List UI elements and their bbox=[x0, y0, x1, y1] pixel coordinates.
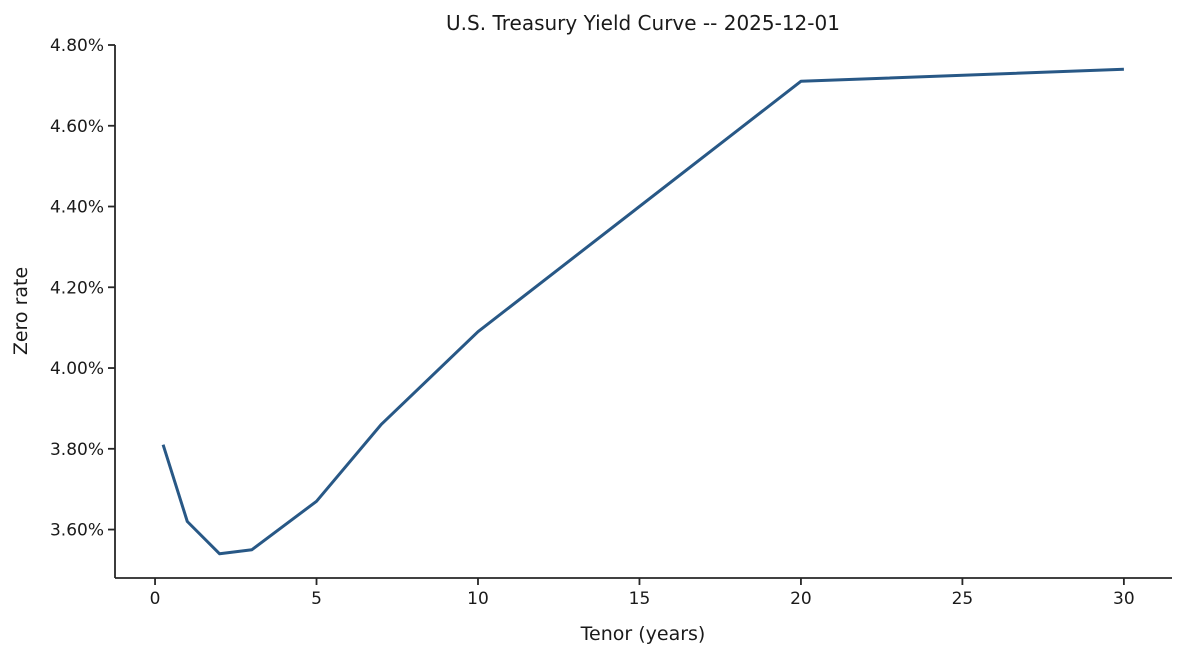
y-tick-label: 4.40% bbox=[50, 198, 104, 218]
y-axis-ticks: 3.60% 3.80% 4.00% 4.20% 4.40% 4.60% 4.80% bbox=[50, 36, 115, 541]
x-axis-ticks: 0 5 10 15 20 25 30 bbox=[150, 578, 1135, 609]
y-tick-label: 4.80% bbox=[50, 36, 104, 56]
x-tick-label: 15 bbox=[629, 589, 651, 609]
chart-title: U.S. Treasury Yield Curve -- 2025-12-01 bbox=[446, 11, 840, 35]
x-axis-label: Tenor (years) bbox=[580, 623, 706, 645]
x-tick-label: 25 bbox=[952, 589, 974, 609]
y-tick-label: 3.80% bbox=[50, 440, 104, 460]
x-tick-label: 5 bbox=[311, 589, 322, 609]
x-tick-label: 0 bbox=[150, 589, 161, 609]
y-tick-label: 4.00% bbox=[50, 359, 104, 379]
y-axis-label: Zero rate bbox=[10, 267, 32, 355]
axis-spines bbox=[114, 45, 1172, 579]
x-tick-label: 20 bbox=[790, 589, 812, 609]
y-tick-label: 3.60% bbox=[50, 521, 104, 541]
y-tick-label: 4.60% bbox=[50, 117, 104, 137]
x-tick-label: 30 bbox=[1113, 589, 1135, 609]
data-series bbox=[161, 67, 1124, 556]
y-tick-label: 4.20% bbox=[50, 278, 104, 298]
zero-rate-curve bbox=[161, 67, 1124, 556]
x-tick-label: 10 bbox=[467, 589, 489, 609]
